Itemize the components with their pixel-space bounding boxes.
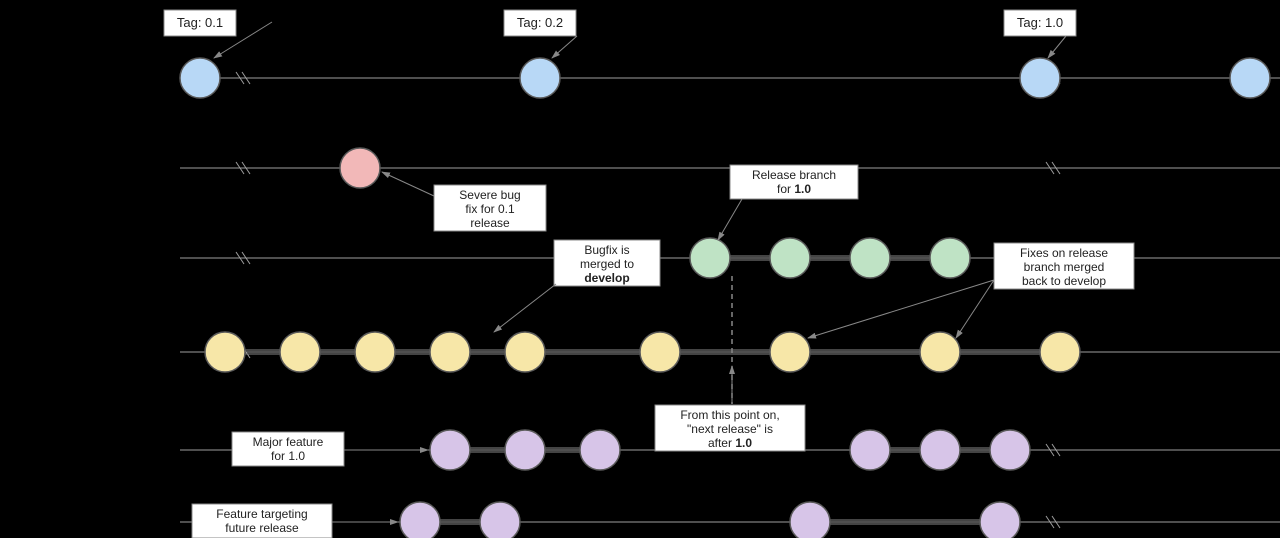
commit-feature1-1 xyxy=(505,430,545,470)
commit-release-3 xyxy=(930,238,970,278)
commit-feature1-4 xyxy=(920,430,960,470)
commit-feature2-3 xyxy=(980,502,1020,538)
commit-feature1-2 xyxy=(580,430,620,470)
commit-feature1-0 xyxy=(430,430,470,470)
note-rel10-line1: for 1.0 xyxy=(777,182,811,196)
commit-develop-1 xyxy=(280,332,320,372)
commit-feature2-0 xyxy=(400,502,440,538)
commit-develop-7 xyxy=(920,332,960,372)
note-futurefeat-line0: Feature targeting xyxy=(216,507,307,521)
commit-develop-6 xyxy=(770,332,810,372)
note-bugfix-line1: merged to xyxy=(580,257,634,271)
note-severe-line1: fix for 0.1 xyxy=(465,202,515,216)
note-frompoint-line0: From this point on, xyxy=(680,408,779,422)
commit-develop-8 xyxy=(1040,332,1080,372)
commit-release-2 xyxy=(850,238,890,278)
commit-master-1 xyxy=(520,58,560,98)
note-majorfeat-line1: for 1.0 xyxy=(271,449,305,463)
note-fixes-line2: back to develop xyxy=(1022,274,1106,288)
note-futurefeat-line1: future release xyxy=(225,521,299,535)
commit-master-2 xyxy=(1020,58,1060,98)
note-bugfix-line2: develop xyxy=(584,271,629,285)
commit-develop-2 xyxy=(355,332,395,372)
commit-feature2-1 xyxy=(480,502,520,538)
commit-hotfix-0 xyxy=(340,148,380,188)
commit-release-0 xyxy=(690,238,730,278)
commit-develop-0 xyxy=(205,332,245,372)
commit-feature1-5 xyxy=(990,430,1030,470)
tag-text-2: Tag: 1.0 xyxy=(1017,15,1063,30)
note-bugfix-line0: Bugfix is xyxy=(584,243,629,257)
note-severe-line0: Severe bug xyxy=(459,188,520,202)
commit-master-3 xyxy=(1230,58,1270,98)
note-frompoint-line2: after 1.0 xyxy=(708,436,752,450)
note-majorfeat-line0: Major feature xyxy=(253,435,324,449)
commit-develop-5 xyxy=(640,332,680,372)
note-fixes-line1: branch merged xyxy=(1024,260,1105,274)
note-rel10-line0: Release branch xyxy=(752,168,836,182)
tag-text-0: Tag: 0.1 xyxy=(177,15,223,30)
commit-release-1 xyxy=(770,238,810,278)
commit-feature2-2 xyxy=(790,502,830,538)
commit-feature1-3 xyxy=(850,430,890,470)
commit-develop-4 xyxy=(505,332,545,372)
note-frompoint-line1: "next release" is xyxy=(687,422,773,436)
commit-master-0 xyxy=(180,58,220,98)
tag-text-1: Tag: 0.2 xyxy=(517,15,563,30)
note-fixes-line0: Fixes on release xyxy=(1020,246,1108,260)
note-severe-line2: release xyxy=(470,216,510,230)
commit-develop-3 xyxy=(430,332,470,372)
